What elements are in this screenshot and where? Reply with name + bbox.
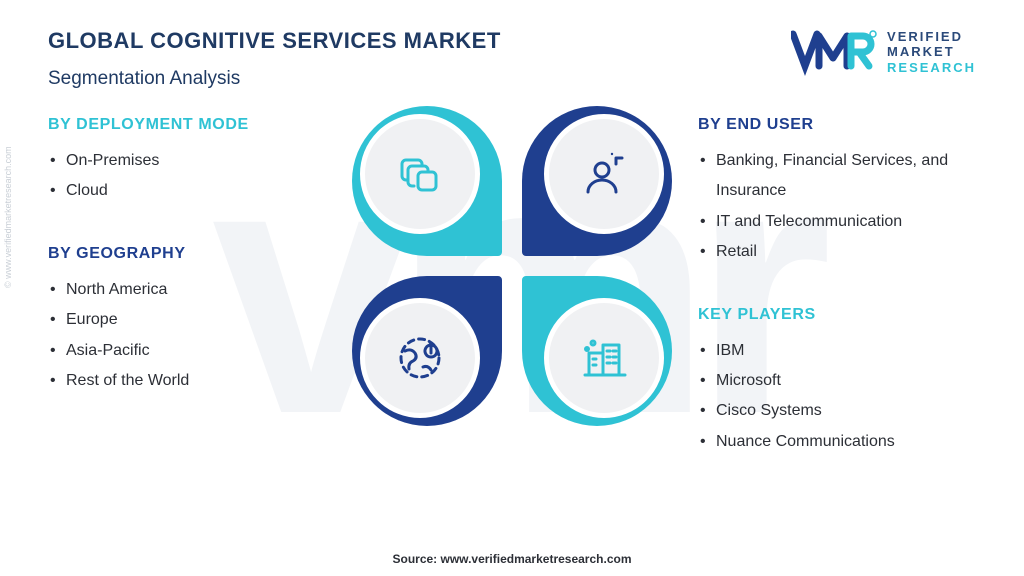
list-item: Nuance Communications <box>700 427 976 457</box>
segment-title-geography: BY GEOGRAPHY <box>48 245 326 263</box>
title-block: GLOBAL COGNITIVE SERVICES MARKET Segment… <box>48 28 501 90</box>
list-item: Rest of the World <box>50 366 326 396</box>
segment-title-deployment: BY DEPLOYMENT MODE <box>48 116 326 134</box>
petal-inner <box>360 298 480 418</box>
logo-line-3: RESEARCH <box>887 60 976 76</box>
footer-source: Source: www.verifiedmarketresearch.com <box>0 552 1024 566</box>
list-item: On-Premises <box>50 146 326 176</box>
segment-enduser: BY END USER Banking, Financial Services,… <box>698 116 976 268</box>
petal-bottom-right <box>522 276 672 426</box>
vmr-logo-icon <box>791 28 877 76</box>
header: GLOBAL COGNITIVE SERVICES MARKET Segment… <box>48 28 976 90</box>
segment-title-players: KEY PLAYERS <box>698 306 976 324</box>
list-item: North America <box>50 275 326 305</box>
layers-icon <box>394 148 446 200</box>
list-item: Asia-Pacific <box>50 336 326 366</box>
page-title: GLOBAL COGNITIVE SERVICES MARKET <box>48 28 501 54</box>
page-subtitle: Segmentation Analysis <box>48 68 501 90</box>
main-container: GLOBAL COGNITIVE SERVICES MARKET Segment… <box>0 0 1024 576</box>
vmr-logo: VERIFIED MARKET RESEARCH <box>791 28 976 76</box>
petal-top-right <box>522 106 672 256</box>
petal-top-left <box>352 106 502 256</box>
list-item: IBM <box>700 336 976 366</box>
logo-line-2: MARKET <box>887 44 976 60</box>
segment-list-geography: North America Europe Asia-Pacific Rest o… <box>48 275 326 397</box>
segment-players: KEY PLAYERS IBM Microsoft Cisco Systems … <box>698 306 976 458</box>
list-item: Retail <box>700 237 976 267</box>
center-diagram <box>352 106 672 426</box>
globe-icon <box>393 331 447 385</box>
list-item: Cloud <box>50 176 326 206</box>
segment-list-players: IBM Microsoft Cisco Systems Nuance Commu… <box>698 336 976 458</box>
petal-inner <box>360 114 480 234</box>
list-item: Europe <box>50 305 326 335</box>
body: BY DEPLOYMENT MODE On-Premises Cloud BY … <box>48 116 976 457</box>
segment-deployment: BY DEPLOYMENT MODE On-Premises Cloud <box>48 116 326 207</box>
logo-text: VERIFIED MARKET RESEARCH <box>887 29 976 76</box>
segment-geography: BY GEOGRAPHY North America Europe Asia-P… <box>48 245 326 397</box>
left-column: BY DEPLOYMENT MODE On-Premises Cloud BY … <box>48 116 332 396</box>
segment-title-enduser: BY END USER <box>698 116 976 134</box>
list-item: Cisco Systems <box>700 396 976 426</box>
user-icon <box>578 148 630 200</box>
petal-inner <box>544 114 664 234</box>
list-item: Banking, Financial Services, and Insuran… <box>700 146 976 207</box>
logo-line-1: VERIFIED <box>887 29 976 45</box>
right-column: BY END USER Banking, Financial Services,… <box>692 116 976 457</box>
segment-list-deployment: On-Premises Cloud <box>48 146 326 207</box>
petal-inner <box>544 298 664 418</box>
list-item: Microsoft <box>700 366 976 396</box>
segment-list-enduser: Banking, Financial Services, and Insuran… <box>698 146 976 268</box>
list-item: IT and Telecommunication <box>700 207 976 237</box>
building-icon <box>577 331 631 385</box>
petal-bottom-left <box>352 276 502 426</box>
